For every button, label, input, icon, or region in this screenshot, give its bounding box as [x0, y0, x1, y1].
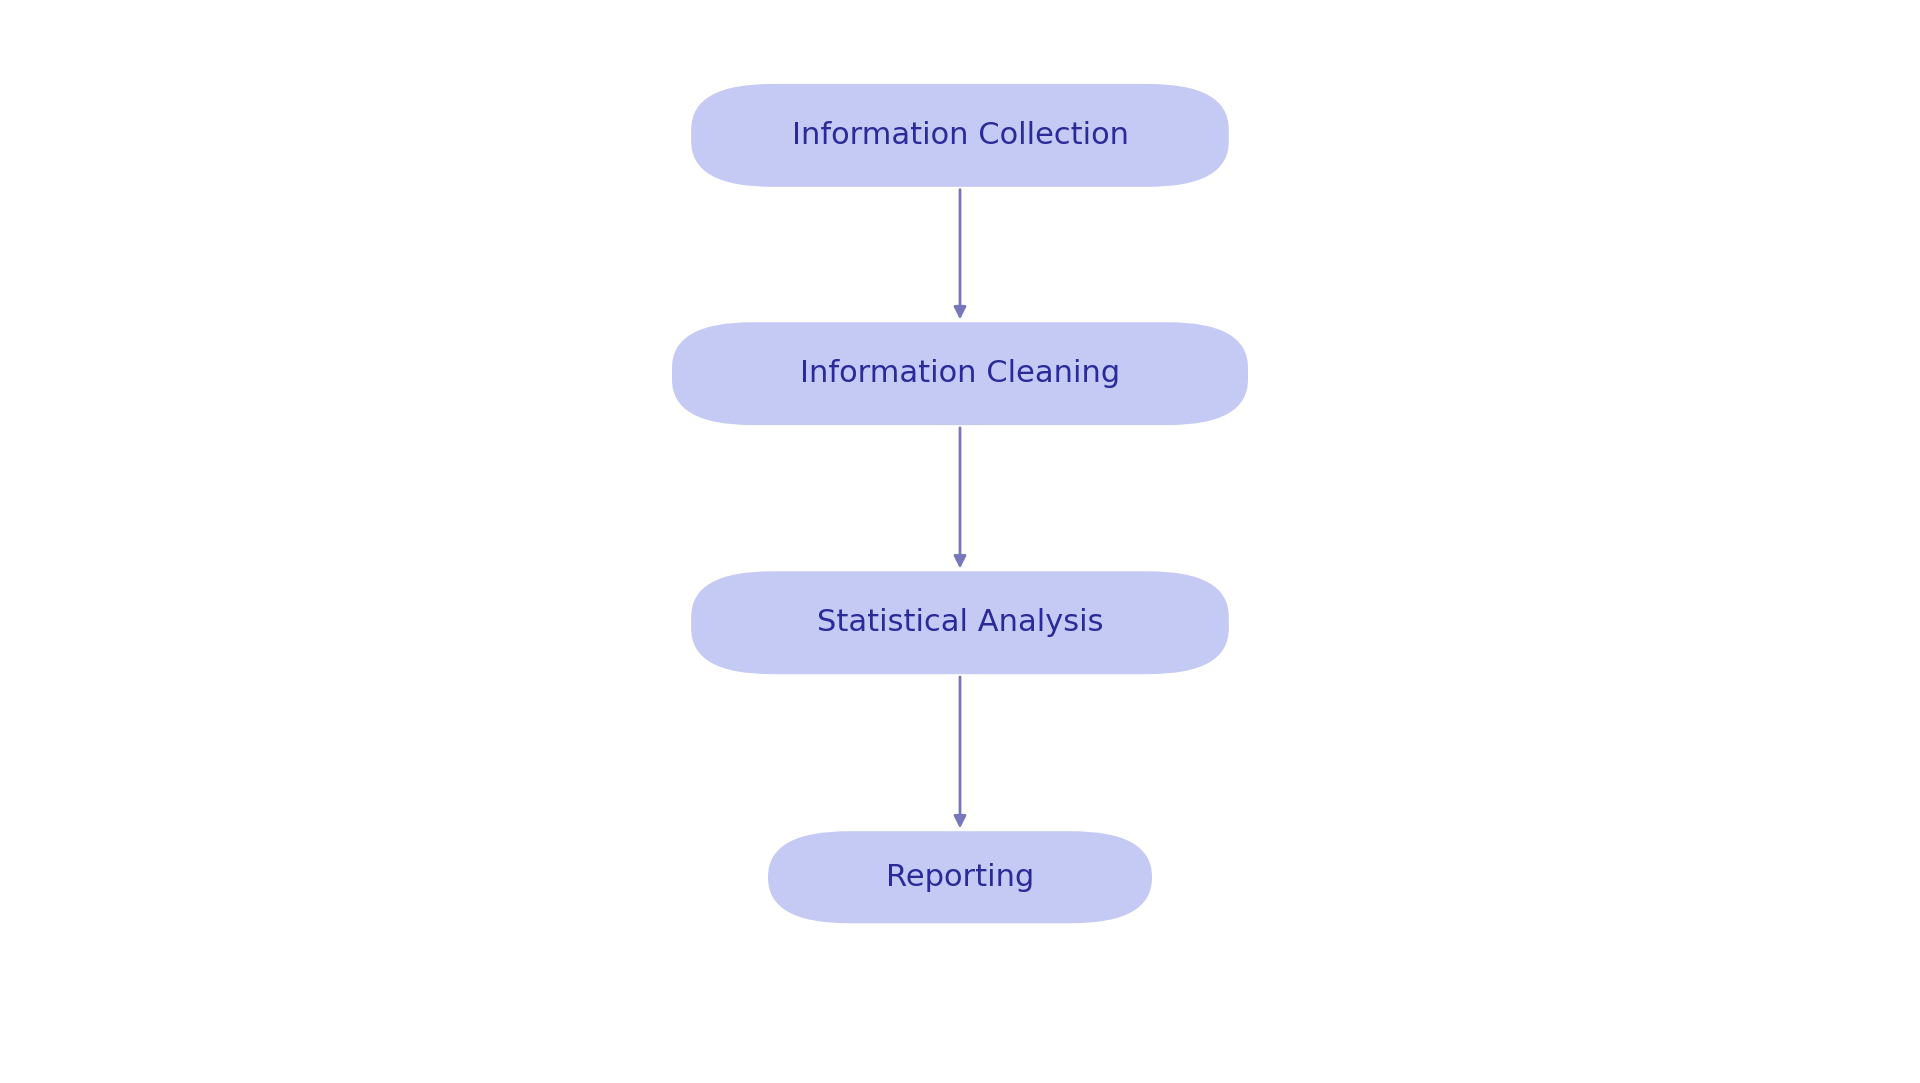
Text: Information Collection: Information Collection: [791, 121, 1129, 149]
Text: Information Cleaning: Information Cleaning: [801, 360, 1119, 388]
FancyBboxPatch shape: [691, 572, 1229, 674]
Text: Reporting: Reporting: [885, 863, 1035, 891]
FancyBboxPatch shape: [768, 832, 1152, 923]
FancyBboxPatch shape: [691, 84, 1229, 186]
FancyBboxPatch shape: [672, 323, 1248, 425]
Text: Statistical Analysis: Statistical Analysis: [816, 609, 1104, 637]
